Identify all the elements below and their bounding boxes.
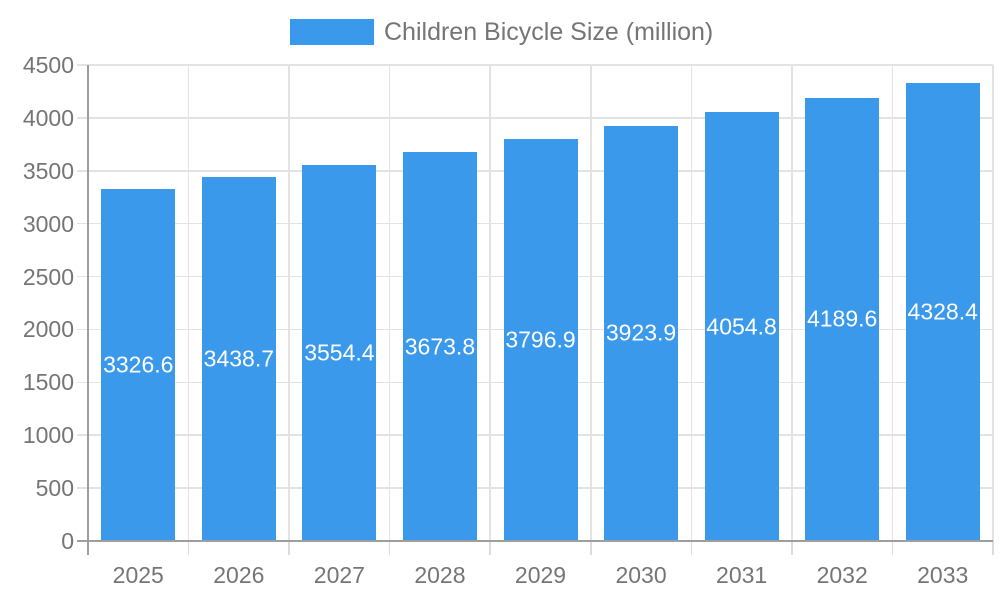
y-tick-label: 2500 (22, 263, 74, 290)
x-tick-mark (288, 541, 290, 555)
bar[interactable] (201, 177, 276, 541)
bar[interactable] (503, 139, 578, 541)
y-tick-label: 2000 (22, 316, 74, 343)
x-tick-mark (589, 541, 592, 555)
legend[interactable]: Children Bicycle Size (million) (0, 0, 1000, 56)
x-gridline (288, 65, 290, 541)
y-tick-label: 3000 (22, 210, 74, 237)
y-tick-label: 500 (35, 475, 74, 502)
y-gridline (77, 117, 993, 119)
x-tick-label: 2030 (615, 562, 667, 588)
x-tick-label: 2031 (716, 562, 768, 588)
x-tick-label: 2029 (514, 562, 567, 588)
y-tick-label: 0 (61, 528, 74, 554)
x-gridline (891, 65, 894, 541)
bar[interactable] (402, 152, 477, 541)
bar[interactable] (805, 97, 880, 541)
bar[interactable] (302, 165, 377, 541)
x-tick-mark (791, 541, 793, 555)
x-gridline (791, 65, 793, 541)
x-tick-label: 2032 (816, 562, 868, 588)
x-tick-mark (992, 541, 994, 555)
x-gridline (388, 65, 391, 541)
bar-value-label: 3554.4 (304, 339, 375, 366)
x-tick-mark (891, 541, 894, 555)
x-tick-mark (388, 541, 391, 555)
y-tick-label: 4000 (22, 104, 74, 131)
legend-label: Children Bicycle Size (million) (384, 18, 714, 46)
x-gridline (589, 65, 592, 541)
x-tick-label: 2028 (414, 562, 466, 588)
bar[interactable] (905, 83, 980, 541)
x-gridline (187, 65, 190, 541)
bar[interactable] (604, 125, 679, 541)
bar-value-label: 3326.6 (103, 351, 174, 378)
x-gridline (992, 65, 994, 541)
x-tick-mark (187, 541, 190, 555)
x-axis-line (77, 540, 993, 542)
legend-swatch (290, 19, 374, 45)
bar[interactable] (704, 112, 779, 541)
bar-value-label: 4189.6 (806, 305, 878, 332)
bar-value-label: 3796.9 (505, 326, 576, 353)
bar-value-label: 3923.9 (605, 319, 677, 346)
x-tick-label: 2026 (213, 562, 265, 588)
y-tick-label: 4500 (22, 52, 74, 78)
y-gridline (77, 64, 993, 66)
y-axis-line (86, 65, 89, 555)
x-tick-label: 2027 (313, 562, 365, 588)
bar-value-label: 4328.4 (907, 298, 978, 325)
bar-value-label: 3673.8 (404, 333, 476, 360)
x-gridline (690, 65, 693, 541)
bar-value-label: 4054.8 (706, 313, 777, 340)
x-tick-label: 2033 (917, 562, 969, 588)
bar[interactable] (101, 189, 176, 541)
bar-value-label: 3438.7 (203, 345, 275, 372)
plot-area: 3326.6 3438.7 3554.4 3673.8 3796.9 3923.9 4054… (77, 64, 994, 541)
x-tick-label: 2025 (112, 562, 164, 588)
x-gridline (489, 65, 492, 541)
y-tick-label: 3500 (22, 157, 74, 184)
y-tick-label: 1000 (22, 422, 74, 449)
x-tick-mark (690, 541, 693, 555)
x-tick-mark (489, 541, 492, 555)
y-tick-label: 1500 (22, 369, 74, 396)
